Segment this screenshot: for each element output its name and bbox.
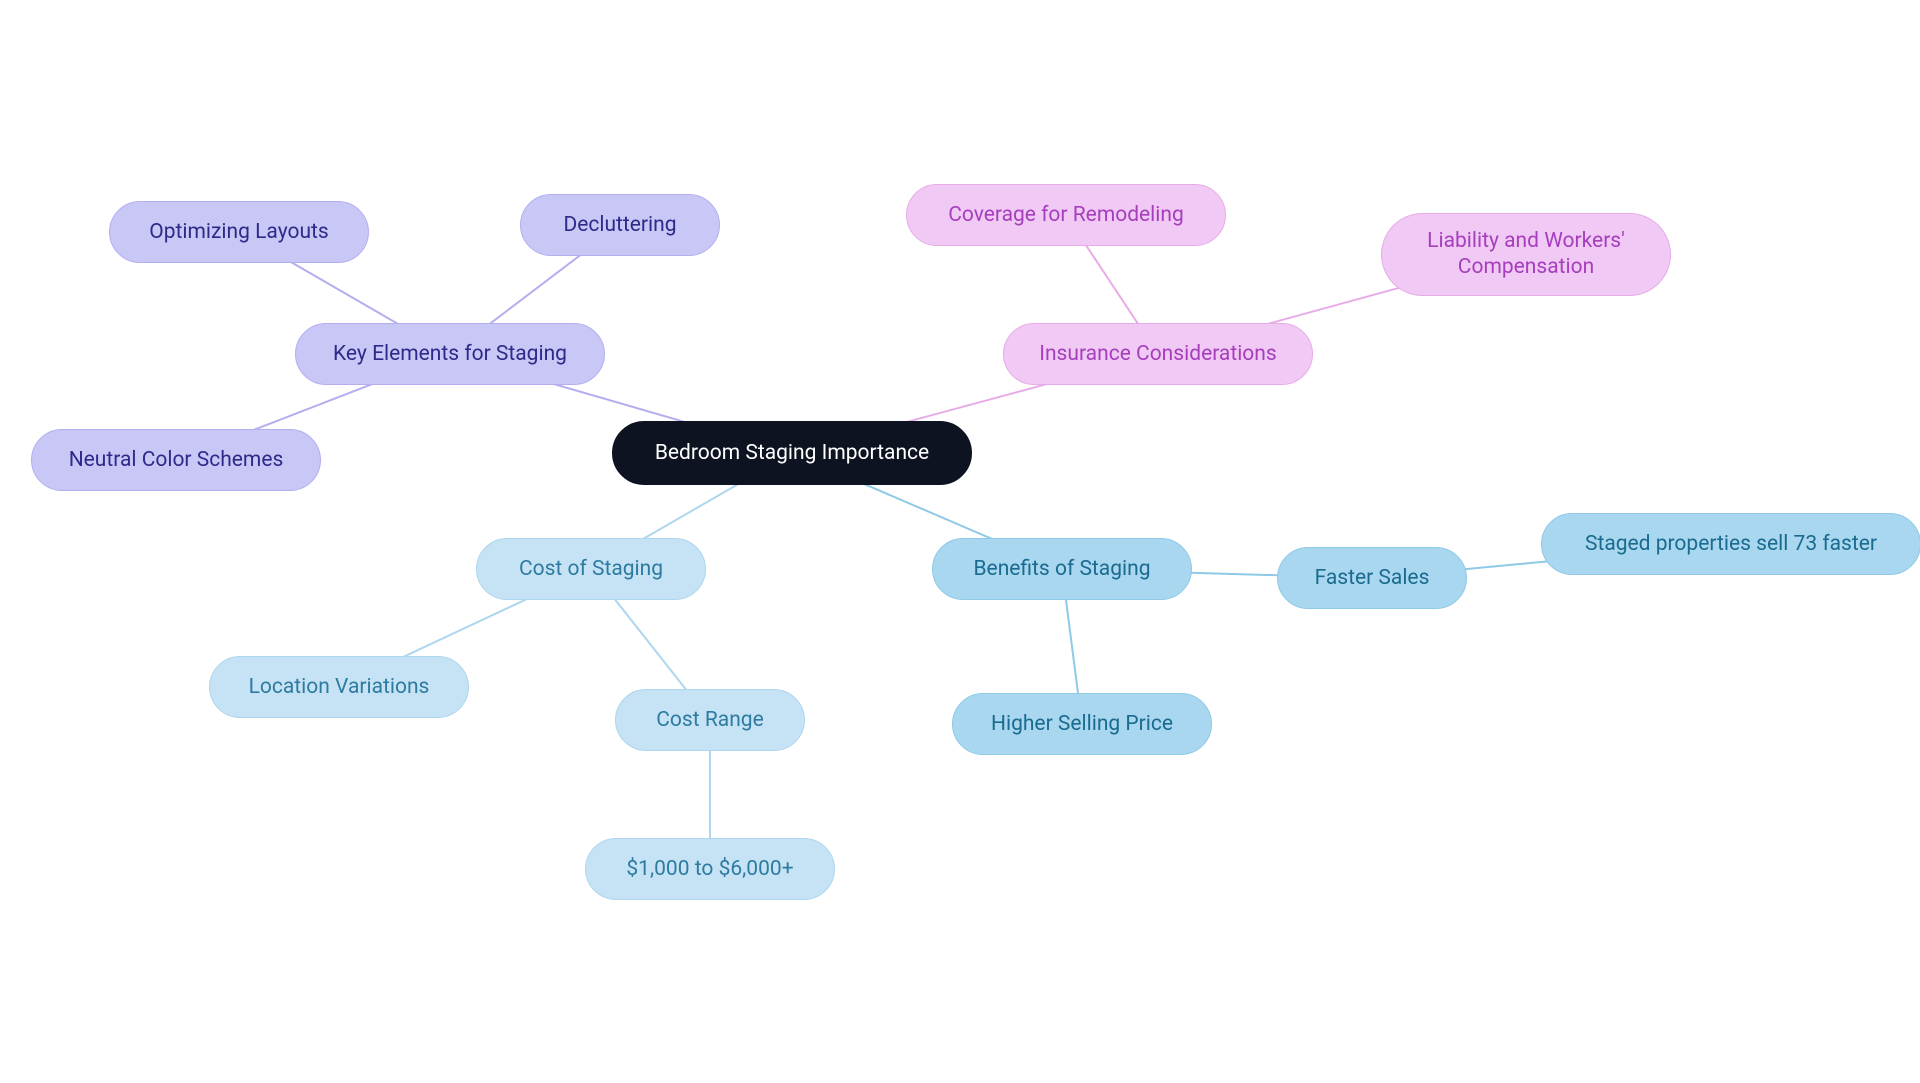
node-label: Decluttering (563, 212, 676, 238)
node-label: $1,000 to $6,000+ (626, 856, 793, 882)
node-label: Cost Range (656, 707, 763, 733)
mindmap-node: Decluttering (520, 194, 720, 256)
node-label: Neutral Color Schemes (69, 447, 284, 473)
mindmap-node: Coverage for Remodeling (906, 184, 1226, 246)
mindmap-node: $1,000 to $6,000+ (585, 838, 835, 900)
mindmap-node: Cost of Staging (476, 538, 706, 600)
mindmap-node: Faster Sales (1277, 547, 1467, 609)
node-label: Staged properties sell 73 faster (1585, 531, 1877, 557)
mindmap-node: Liability and Workers' Compensation (1381, 213, 1671, 296)
mindmap-node: Key Elements for Staging (295, 323, 605, 385)
node-label: Liability and Workers' Compensation (1427, 228, 1625, 281)
mindmap-node: Bedroom Staging Importance (612, 421, 972, 485)
node-label: Key Elements for Staging (333, 341, 567, 367)
mindmap-node: Cost Range (615, 689, 805, 751)
mindmap-node: Insurance Considerations (1003, 323, 1313, 385)
mindmap-node: Neutral Color Schemes (31, 429, 321, 491)
node-label: Benefits of Staging (973, 556, 1150, 582)
node-label: Coverage for Remodeling (948, 202, 1184, 228)
mindmap-node: Optimizing Layouts (109, 201, 369, 263)
mindmap-node: Location Variations (209, 656, 469, 718)
node-label: Bedroom Staging Importance (655, 440, 929, 466)
node-label: Higher Selling Price (991, 711, 1173, 737)
mindmap-node: Staged properties sell 73 faster (1541, 513, 1920, 575)
node-label: Faster Sales (1315, 565, 1430, 591)
node-label: Cost of Staging (519, 556, 663, 582)
node-label: Insurance Considerations (1039, 341, 1276, 367)
mindmap-node: Benefits of Staging (932, 538, 1192, 600)
node-label: Optimizing Layouts (149, 219, 328, 245)
node-label: Location Variations (249, 674, 430, 700)
mindmap-node: Higher Selling Price (952, 693, 1212, 755)
mindmap-canvas: Bedroom Staging Importance Key Elements f… (0, 0, 1920, 1083)
